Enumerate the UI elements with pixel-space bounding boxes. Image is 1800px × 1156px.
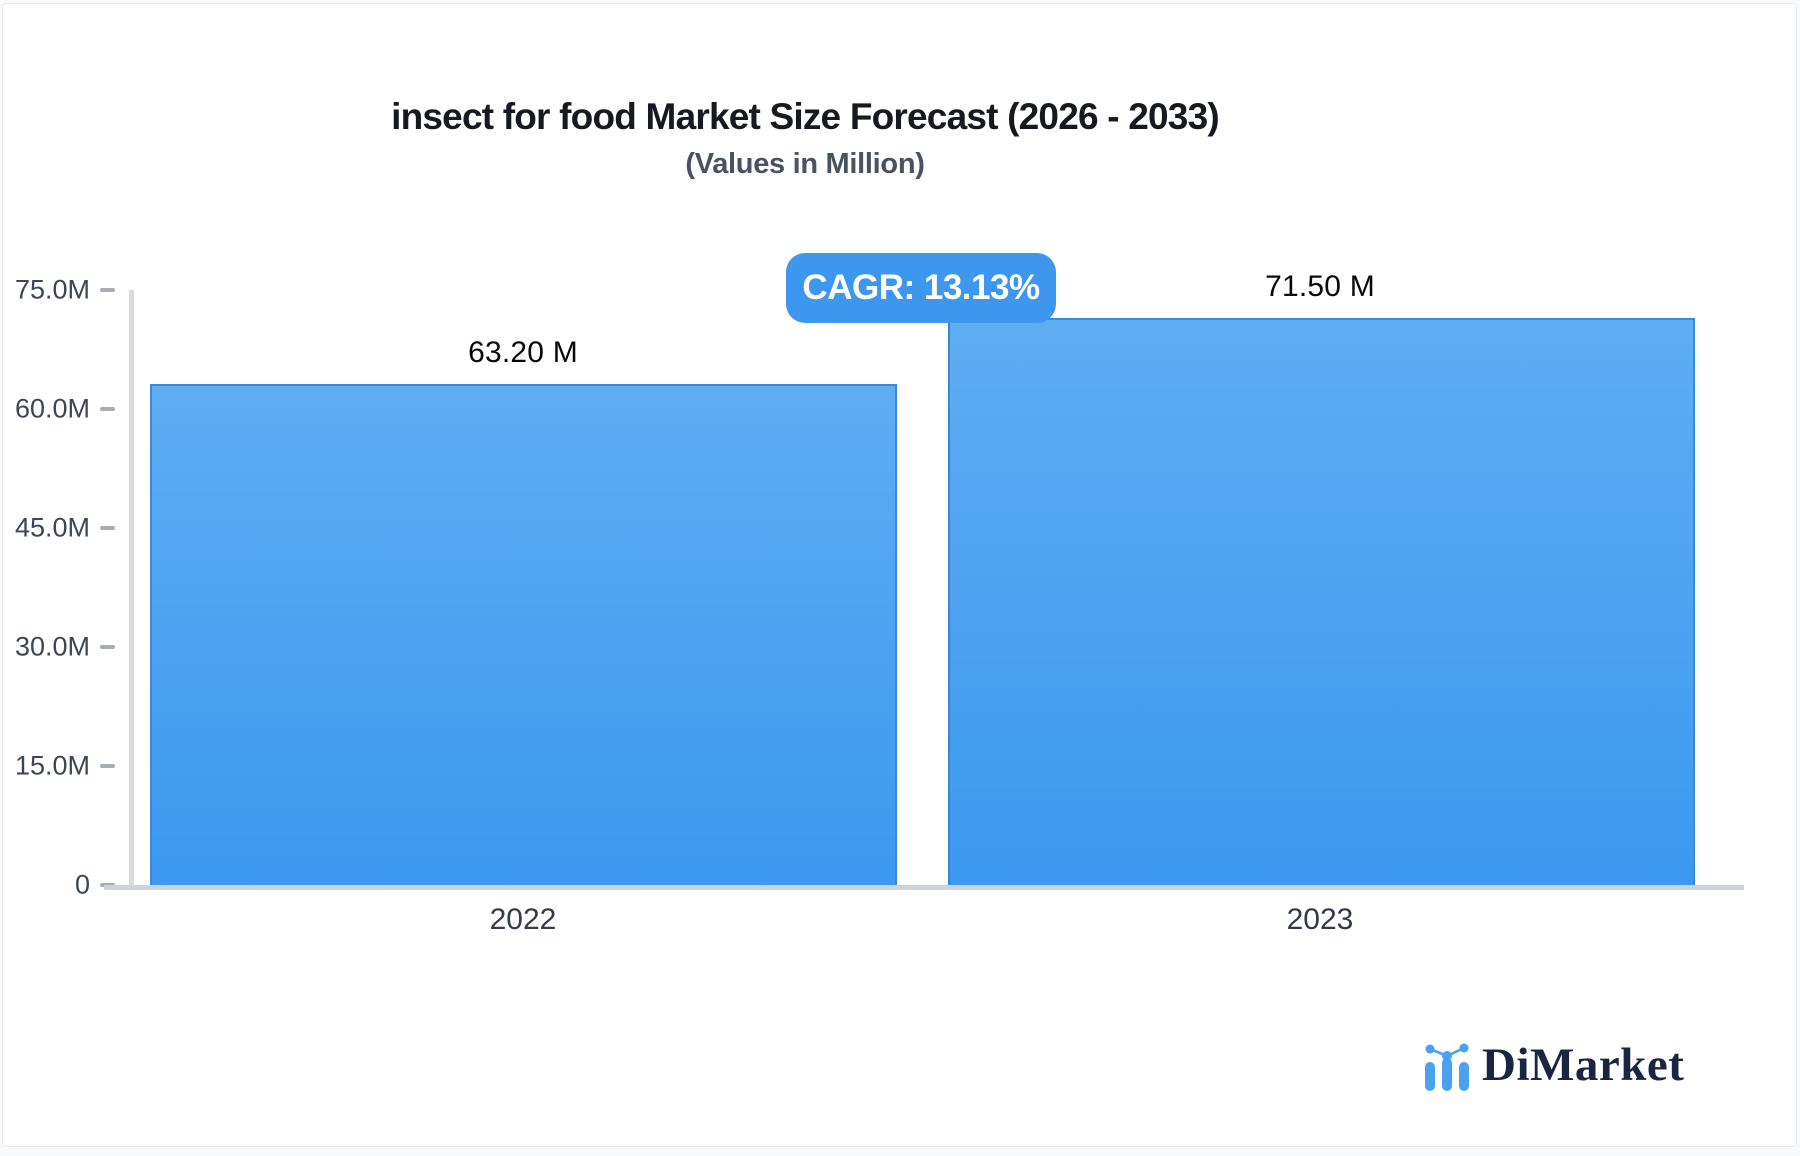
y-tick-mark — [100, 407, 115, 411]
y-axis-line — [129, 290, 134, 890]
y-axis-label: 30.0M — [14, 631, 90, 662]
y-axis-label: 15.0M — [14, 750, 90, 781]
y-tick-mark — [100, 526, 115, 530]
y-tick-mark — [100, 764, 115, 768]
y-tick-mark — [100, 288, 115, 292]
bar-chart-with-trend-line-icon — [1425, 1043, 1469, 1091]
bar-value-label-2023: 71.50 M — [1265, 270, 1375, 303]
bar-2023[interactable] — [948, 318, 1695, 887]
logo-text: DiMarket — [1482, 1039, 1685, 1091]
cagr-badge: CAGR: 13.13% — [786, 253, 1056, 323]
plot-area: 63.20 M 71.50 M — [0, 270, 1800, 887]
y-axis-label: 45.0M — [14, 512, 90, 543]
y-axis-label: 75.0M — [14, 274, 90, 305]
y-axis-label: 0 — [74, 869, 90, 900]
x-axis-label-2022: 2022 — [489, 903, 557, 936]
bar-2022[interactable] — [150, 384, 897, 887]
bar-value-label-2022: 63.20 M — [468, 336, 578, 369]
chart-title: insect for food Market Size Forecast (20… — [391, 96, 1220, 137]
y-axis-label: 60.0M — [14, 393, 90, 424]
x-axis-line — [104, 885, 1744, 890]
chart-subtitle: (Values in Million) — [685, 148, 925, 180]
y-tick-mark — [100, 645, 115, 649]
dimarket-logo[interactable]: DiMarket — [1424, 1042, 1684, 1091]
x-axis-label-2023: 2023 — [1286, 903, 1354, 936]
